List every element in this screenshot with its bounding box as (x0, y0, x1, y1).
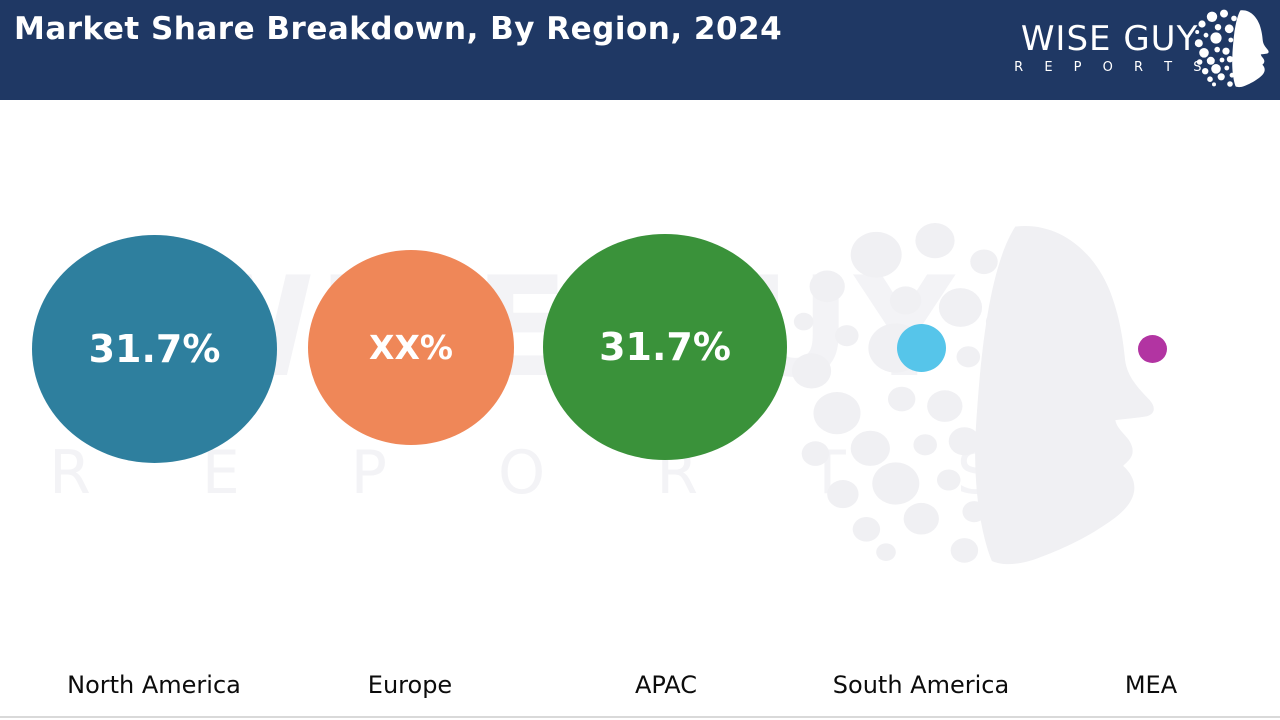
watermark-head-icon (791, 223, 1154, 565)
bubble-north-america: 31.7% (32, 235, 277, 463)
bubble-value-north-america: 31.7% (88, 327, 221, 371)
bubble-value-europe: XX% (369, 328, 453, 367)
region-label-south-america: South America (832, 671, 1010, 699)
region-label-mea: MEA (1124, 671, 1178, 699)
wiseguy-head-icon (1194, 9, 1269, 88)
region-label-north-america: North America (67, 671, 241, 699)
bubble-apac: 31.7% (543, 234, 787, 460)
region-label-europe: Europe (367, 671, 453, 699)
logo-wordmark: WISE GUY (1020, 19, 1199, 59)
bubble-mea (1138, 335, 1167, 363)
page-title: Market Share Breakdown, By Region, 2024 (14, 11, 783, 47)
logo-text: WISE GUY R E P O R T S (1009, 19, 1210, 75)
bubble-value-apac: 31.7% (599, 325, 731, 369)
wiseguy-logo: WISE GUY R E P O R T S (1009, 8, 1274, 88)
logo-subtext: R E P O R T S (1014, 59, 1210, 75)
bubble-europe: XX% (308, 250, 514, 445)
header: Market Share Breakdown, By Region, 2024 … (0, 0, 1280, 100)
bubble-south-america (897, 324, 946, 372)
bottom-divider (0, 716, 1280, 718)
region-label-apac: APAC (634, 671, 698, 699)
